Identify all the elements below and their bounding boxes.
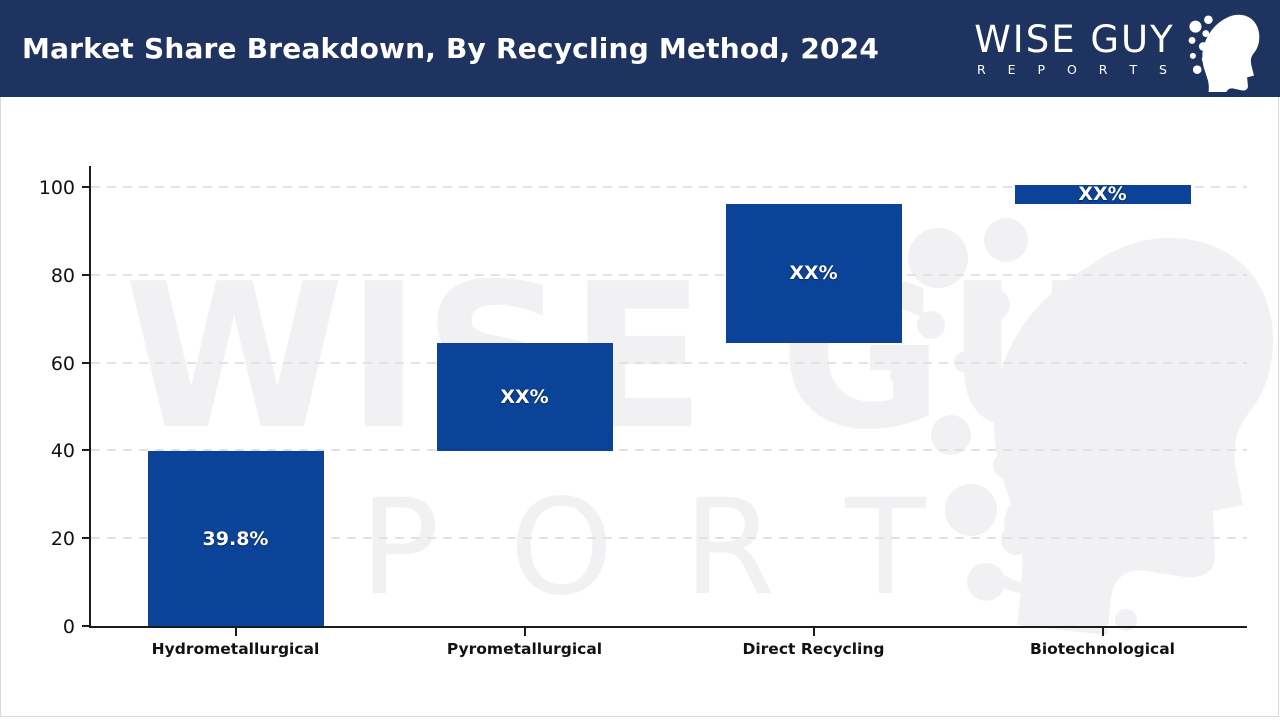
gridline-20 bbox=[91, 537, 1247, 540]
y-tick-mark-60 bbox=[82, 361, 91, 364]
y-tick-mark-20 bbox=[82, 537, 91, 540]
bar-value-label: XX% bbox=[500, 386, 549, 409]
bar-direct-recycling: XX% bbox=[725, 203, 902, 343]
y-tick-mark-0 bbox=[82, 625, 91, 627]
chart-title: Market Share Breakdown, By Recycling Met… bbox=[22, 32, 880, 65]
x-tick-mark-3 bbox=[812, 628, 815, 636]
y-tick-label-0: 0 bbox=[62, 616, 75, 638]
y-tick-mark-80 bbox=[82, 273, 91, 276]
y-tick-label-40: 40 bbox=[50, 440, 75, 463]
logo-text: WISE GUY R E P O R T S bbox=[973, 21, 1176, 77]
gridline-80 bbox=[91, 273, 1247, 276]
x-category-label: Biotechnological bbox=[1030, 640, 1175, 658]
gridline-100 bbox=[91, 186, 1247, 188]
x-tick-mark-1 bbox=[234, 628, 237, 636]
logo-subtitle: R E P O R T S bbox=[976, 62, 1176, 77]
y-tick-label-20: 20 bbox=[50, 528, 75, 551]
bar-value-label: 39.8% bbox=[202, 527, 269, 550]
bar-value-label: XX% bbox=[789, 262, 838, 285]
header: Market Share Breakdown, By Recycling Met… bbox=[0, 0, 1280, 97]
bar-biotechnological: XX% bbox=[1014, 183, 1191, 206]
wiseguy-logo: WISE GUY R E P O R T S bbox=[973, 6, 1266, 92]
gridline-40 bbox=[91, 449, 1247, 452]
y-tick-label-80: 80 bbox=[50, 264, 75, 287]
y-tick-label-100: 100 bbox=[38, 177, 75, 199]
x-category-label: Pyrometallurgical bbox=[446, 640, 603, 658]
logo-wordmark: WISE GUY bbox=[974, 18, 1175, 61]
y-tick-label-60: 60 bbox=[50, 352, 75, 375]
head-profile-dots-icon bbox=[1188, 14, 1260, 92]
bar-value-label: XX% bbox=[1078, 183, 1127, 206]
y-tick-mark-40 bbox=[82, 449, 91, 452]
x-tick-mark-2 bbox=[523, 628, 526, 636]
bar-pyrometallurgical: XX% bbox=[436, 342, 613, 452]
y-tick-mark-100 bbox=[82, 186, 91, 188]
x-category-label: Hydrometallurgical bbox=[151, 640, 320, 658]
bar-hydrometallurgical: 39.8% bbox=[147, 451, 324, 626]
watermark-head-dots-icon bbox=[890, 218, 1274, 635]
x-tick-mark-4 bbox=[1101, 628, 1104, 636]
plot-area: 0 20 40 60 80 100 39.8% Hydrometallurgical XX% Py… bbox=[39, 166, 1247, 658]
x-category-label: Direct Recycling bbox=[742, 640, 885, 658]
gridline-60 bbox=[91, 361, 1247, 364]
